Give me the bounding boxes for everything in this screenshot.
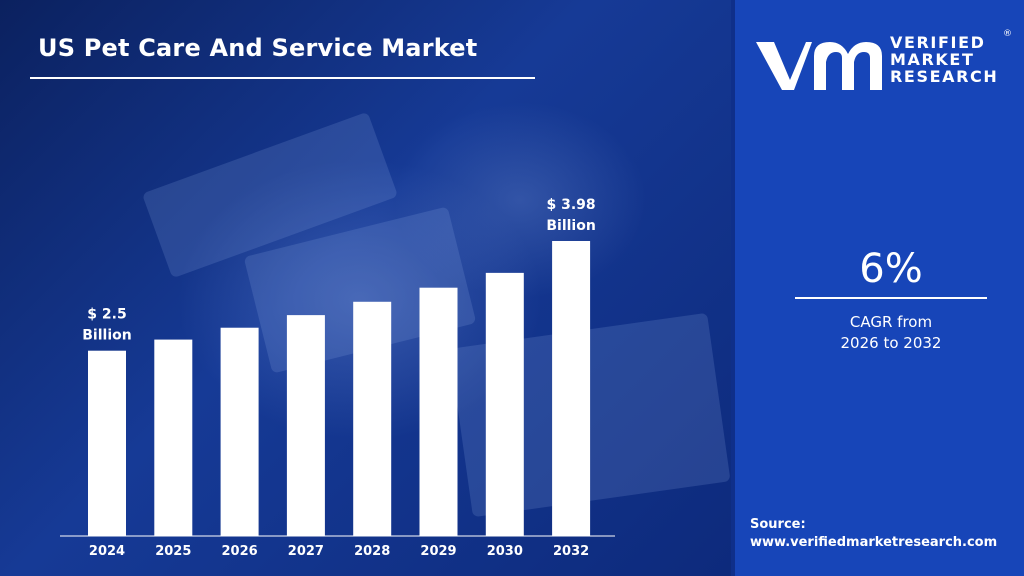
x-tick-label: 2025 <box>155 544 191 559</box>
bar-chart: 2024 2025 2026 2027 2028 2029 2030 2032 $ 2.5 Bil… <box>60 197 615 559</box>
x-tick-label: 2027 <box>288 544 324 559</box>
source-note: Source: www.verifiedmarketresearch.com <box>750 516 997 552</box>
title-underline <box>30 77 535 79</box>
brand-line-1: VERIFIED <box>890 33 986 52</box>
registered-mark: ® <box>1003 29 1012 39</box>
x-tick-label: 2032 <box>553 544 589 559</box>
cagr-value: 6% <box>859 246 923 292</box>
brand-name: VERIFIED MARKET RESEARCH <box>890 34 998 85</box>
bar-2026 <box>220 327 259 536</box>
bar-2029 <box>419 287 458 536</box>
x-tick-label: 2028 <box>354 544 390 559</box>
x-tick-label: 2024 <box>89 544 125 559</box>
data-label: Billion <box>546 218 595 234</box>
x-tick-label: 2026 <box>222 544 258 559</box>
data-label: Billion <box>82 328 131 344</box>
brand-line-3: RESEARCH <box>890 67 999 86</box>
bar-2028 <box>353 301 392 536</box>
x-tick-label: 2030 <box>487 544 523 559</box>
right-panel <box>735 0 1024 576</box>
bar-2025 <box>154 339 193 536</box>
chart-title: US Pet Care And Service Market <box>38 34 478 62</box>
bar-2032 <box>552 241 591 536</box>
bar-2024 <box>88 350 126 536</box>
cagr-label-line-2: 2026 to 2032 <box>840 334 942 352</box>
data-label: $ 2.5 <box>87 307 126 323</box>
vmr-logo-icon <box>756 42 882 90</box>
data-label: $ 3.98 <box>547 197 596 213</box>
cagr-label-line-1: CAGR from <box>849 313 933 331</box>
bar-2027 <box>286 315 325 536</box>
x-tick-label: 2029 <box>420 544 456 559</box>
bar-2030 <box>485 272 524 536</box>
cagr-label: CAGR from 2026 to 2032 <box>795 312 987 354</box>
cagr-divider <box>795 297 987 299</box>
source-url[interactable]: www.verifiedmarketresearch.com <box>750 535 998 550</box>
brand-line-2: MARKET <box>890 50 975 69</box>
source-label: Source: <box>750 517 806 532</box>
